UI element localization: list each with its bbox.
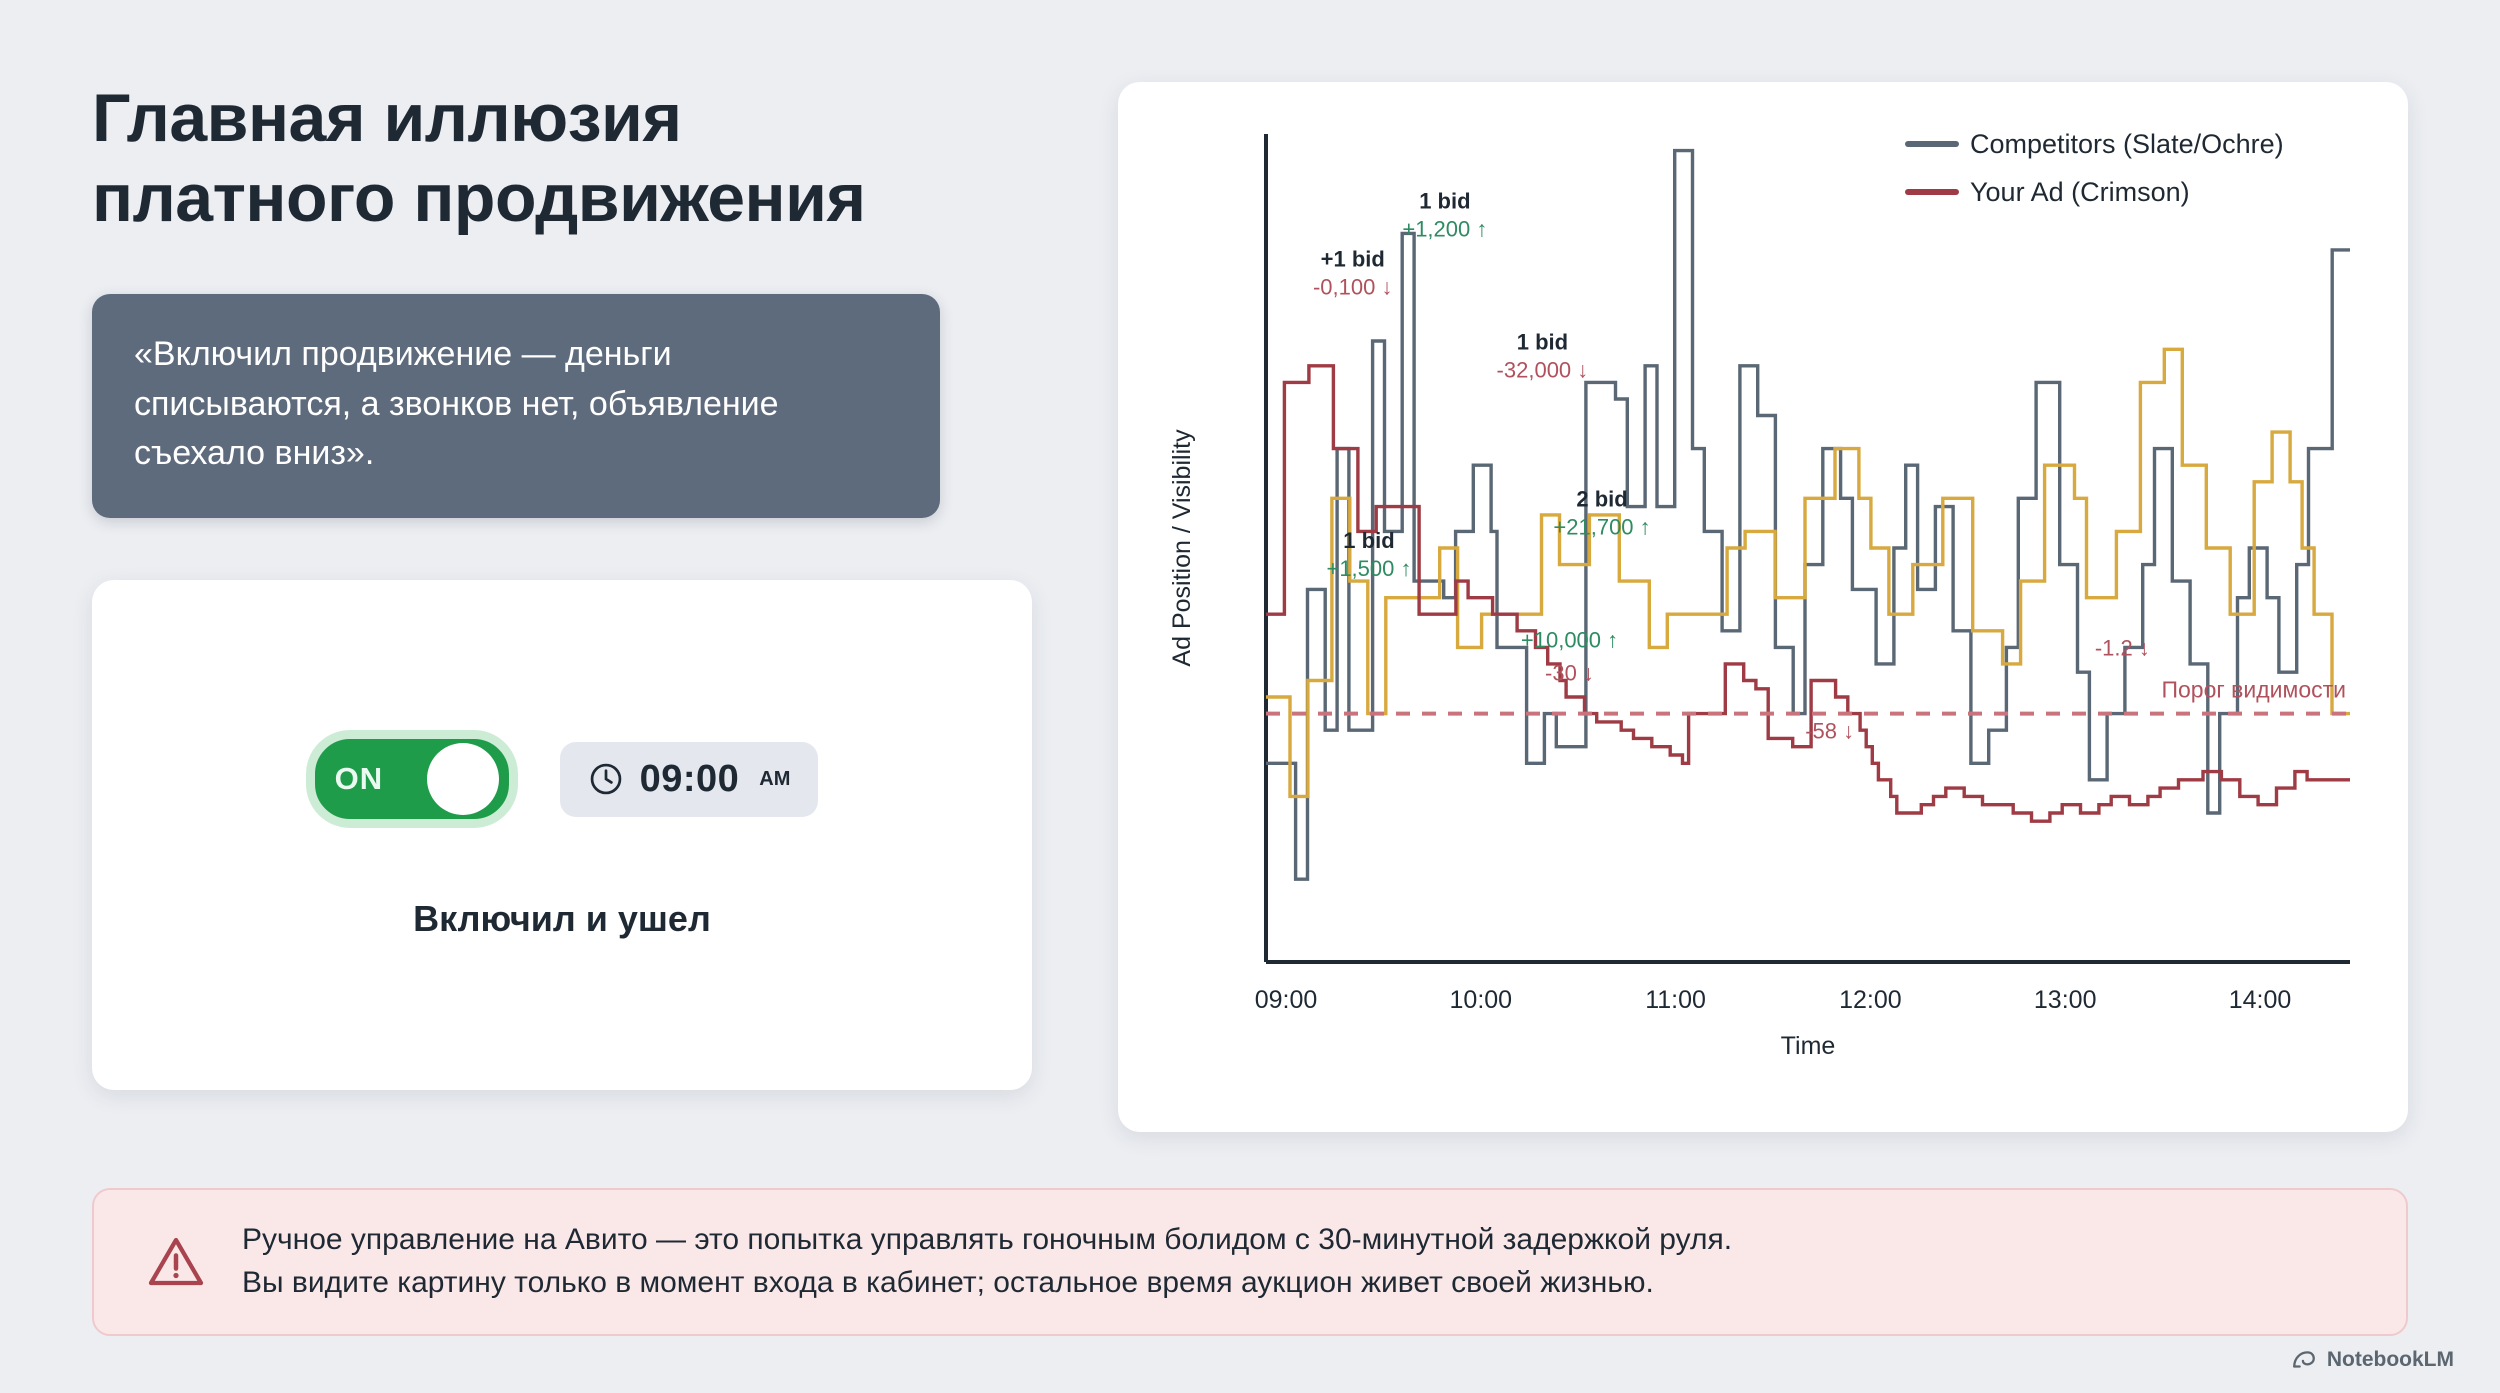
toggle-caption: Включил и ушел bbox=[413, 898, 711, 940]
chart-annotation: -30 ↓ bbox=[1545, 660, 1594, 685]
series-line bbox=[1266, 148, 2350, 881]
promotion-toggle[interactable]: ON bbox=[305, 730, 518, 829]
warning-line-1: Ручное управление на Авито — это попытка… bbox=[242, 1223, 1733, 1257]
annotation-value-label: +21,700 ↑ bbox=[1553, 515, 1650, 540]
annotation-value-label: -0,100 ↓ bbox=[1313, 274, 1393, 299]
annotation-bid-label: 1 bid bbox=[1343, 528, 1394, 553]
chart-annotations: +1 bid -0,100 ↓ 1 bid +1,200 ↑ 1 bid -32,000 … bbox=[1313, 189, 2150, 744]
chart-annotation: +1 bid -0,100 ↓ bbox=[1313, 246, 1393, 299]
annotation-value-label: +1,500 ↑ bbox=[1326, 556, 1411, 581]
quote-card: «Включил продвижение — деньги списываютс… bbox=[92, 294, 940, 519]
chart-annotation: 2 bid +21,700 ↑ bbox=[1553, 487, 1650, 540]
annotation-value-label: -30 ↓ bbox=[1545, 660, 1594, 685]
x-tick-label: 10:00 bbox=[1450, 986, 1513, 1014]
warning-text: Ручное управление на Авито — это попытка… bbox=[242, 1219, 1732, 1304]
annotation-bid-label: 1 bid bbox=[1517, 329, 1568, 354]
left-column: Главная иллюзия платного продвижения «Вк… bbox=[92, 78, 1092, 1091]
quote-text: «Включил продвижение — деньги списываютс… bbox=[134, 335, 779, 473]
x-tick-label: 09:00 bbox=[1255, 986, 1318, 1014]
warning-line-2: Вы видите картину только в момент входа … bbox=[242, 1266, 1654, 1299]
annotation-value-label: -32,000 ↓ bbox=[1497, 357, 1589, 382]
legend-label-your-ad: Your Ad (Crimson) bbox=[1970, 177, 2190, 207]
notebooklm-logo-icon bbox=[2292, 1351, 2315, 1368]
footer-brand-label: NotebookLM bbox=[2326, 1348, 2454, 1371]
toggle-knob[interactable] bbox=[426, 743, 499, 816]
clock-chip: 09:00 AM bbox=[559, 741, 819, 817]
series-group bbox=[1266, 148, 2350, 881]
chart-annotation: 1 bid +1,500 ↑ bbox=[1326, 528, 1411, 581]
series-line bbox=[1266, 347, 2350, 799]
chart-card: Ad Position / Visibility Time 09:00 10:00… bbox=[1118, 82, 2408, 1132]
x-tick-labels: 09:00 10:00 11:00 12:00 13:00 14:00 bbox=[1255, 986, 2292, 1014]
warning-banner: Ручное управление на Авито — это попытка… bbox=[92, 1188, 2408, 1336]
annotation-bid-label: 1 bid bbox=[1419, 189, 1470, 214]
annotation-value-label: +1,200 ↑ bbox=[1402, 217, 1487, 242]
clock-ampm: AM bbox=[759, 767, 791, 790]
x-tick-label: 14:00 bbox=[2229, 986, 2292, 1014]
x-tick-label: 13:00 bbox=[2034, 986, 2097, 1014]
auction-chart: Ad Position / Visibility Time 09:00 10:00… bbox=[1168, 129, 2350, 1060]
chart-legend: Competitors (Slate/Ochre) Your Ad (Crims… bbox=[1905, 129, 2284, 207]
visibility-threshold-label: Порог видимости bbox=[2161, 677, 2346, 703]
y-axis-label: Ad Position / Visibility bbox=[1168, 429, 1196, 667]
toggle-row: ON 09:00 AM bbox=[305, 730, 819, 829]
x-tick-label: 11:00 bbox=[1645, 986, 1706, 1014]
warning-triangle-icon bbox=[148, 1237, 204, 1286]
chart-annotation: +10,000 ↑ bbox=[1521, 627, 1618, 652]
annotation-value-label: -58 ↓ bbox=[1805, 718, 1854, 743]
annotation-value-label: -1.2 ↓ bbox=[2095, 636, 2150, 661]
chart-annotation: 1 bid +1,200 ↑ bbox=[1402, 189, 1487, 242]
footer-brand: NotebookLM bbox=[2291, 1347, 2454, 1373]
x-tick-label: 12:00 bbox=[1839, 986, 1902, 1014]
clock-time: 09:00 bbox=[639, 757, 740, 800]
toggle-card: ON 09:00 AM Включил и ушел bbox=[92, 580, 1032, 1091]
page-title: Главная иллюзия платного продвижения bbox=[92, 80, 866, 237]
chart-annotation: -1.2 ↓ bbox=[2095, 636, 2150, 661]
series-line bbox=[1266, 364, 2350, 823]
legend-label-competitors: Competitors (Slate/Ochre) bbox=[1970, 129, 2284, 159]
clock-icon bbox=[590, 764, 621, 795]
chart-annotation: -58 ↓ bbox=[1805, 718, 1854, 743]
annotation-bid-label: 2 bid bbox=[1576, 487, 1627, 512]
annotation-value-label: +10,000 ↑ bbox=[1521, 627, 1618, 652]
x-axis-label: Time bbox=[1781, 1032, 1836, 1060]
toggle-state-label: ON bbox=[334, 761, 384, 797]
annotation-bid-label: +1 bid bbox=[1321, 246, 1385, 271]
chart-annotation: 1 bid -32,000 ↓ bbox=[1497, 329, 1589, 382]
